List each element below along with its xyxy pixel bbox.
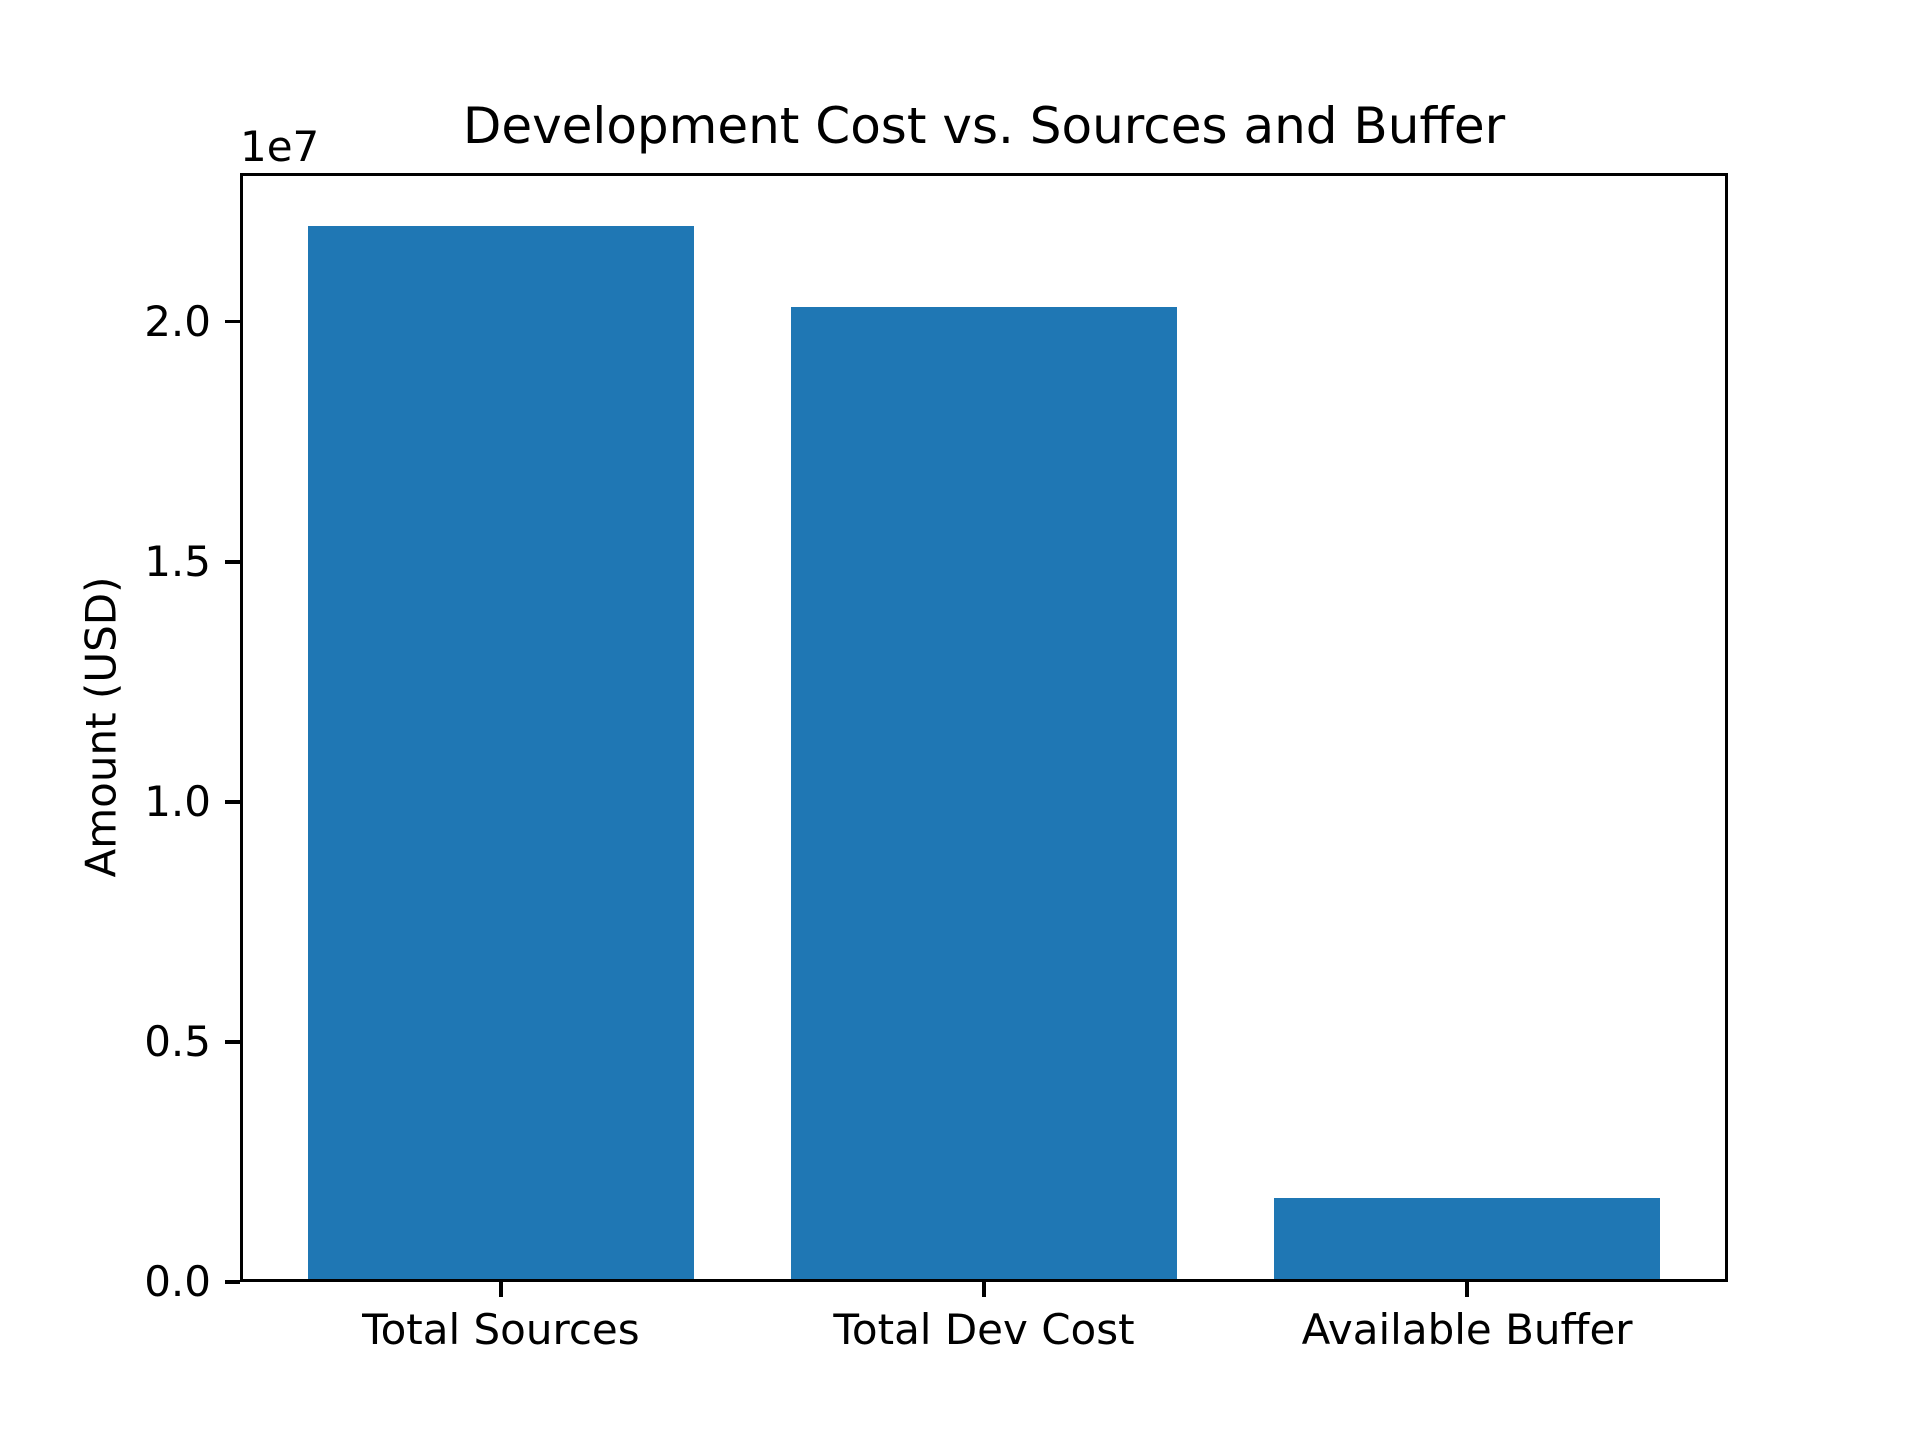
y-axis-label: Amount (USD) xyxy=(76,576,126,878)
chart-title: Development Cost vs. Sources and Buffer xyxy=(462,97,1506,155)
x-tick-label-available-buffer: Available Buffer xyxy=(1301,1305,1633,1355)
y-tick-label: 0.0 xyxy=(144,1257,211,1306)
y-tick-mark xyxy=(225,320,240,324)
y-tick-label: 1.0 xyxy=(144,776,211,826)
x-tick-mark xyxy=(982,1282,986,1297)
bar-total-sources xyxy=(307,225,695,1282)
x-tick-mark xyxy=(1465,1282,1469,1297)
y-tick-mark xyxy=(225,800,240,804)
y-tick-label: 1.5 xyxy=(144,536,211,586)
y-tick-mark xyxy=(225,1280,240,1284)
y-tick-mark xyxy=(225,560,240,564)
x-tick-label-total-dev-cost: Total Dev Cost xyxy=(833,1305,1135,1355)
y-axis-offset-text: 1e7 xyxy=(240,122,320,171)
y-tick-label: 0.5 xyxy=(144,1016,211,1066)
y-tick-label: 2.0 xyxy=(144,296,211,346)
plot-area xyxy=(240,173,1728,1282)
bar-available-buffer xyxy=(1273,1198,1661,1282)
bar-total-dev-cost xyxy=(790,307,1178,1282)
y-tick-mark xyxy=(225,1040,240,1044)
x-tick-label-total-sources: Total Sources xyxy=(362,1305,640,1355)
x-tick-mark xyxy=(499,1282,503,1297)
